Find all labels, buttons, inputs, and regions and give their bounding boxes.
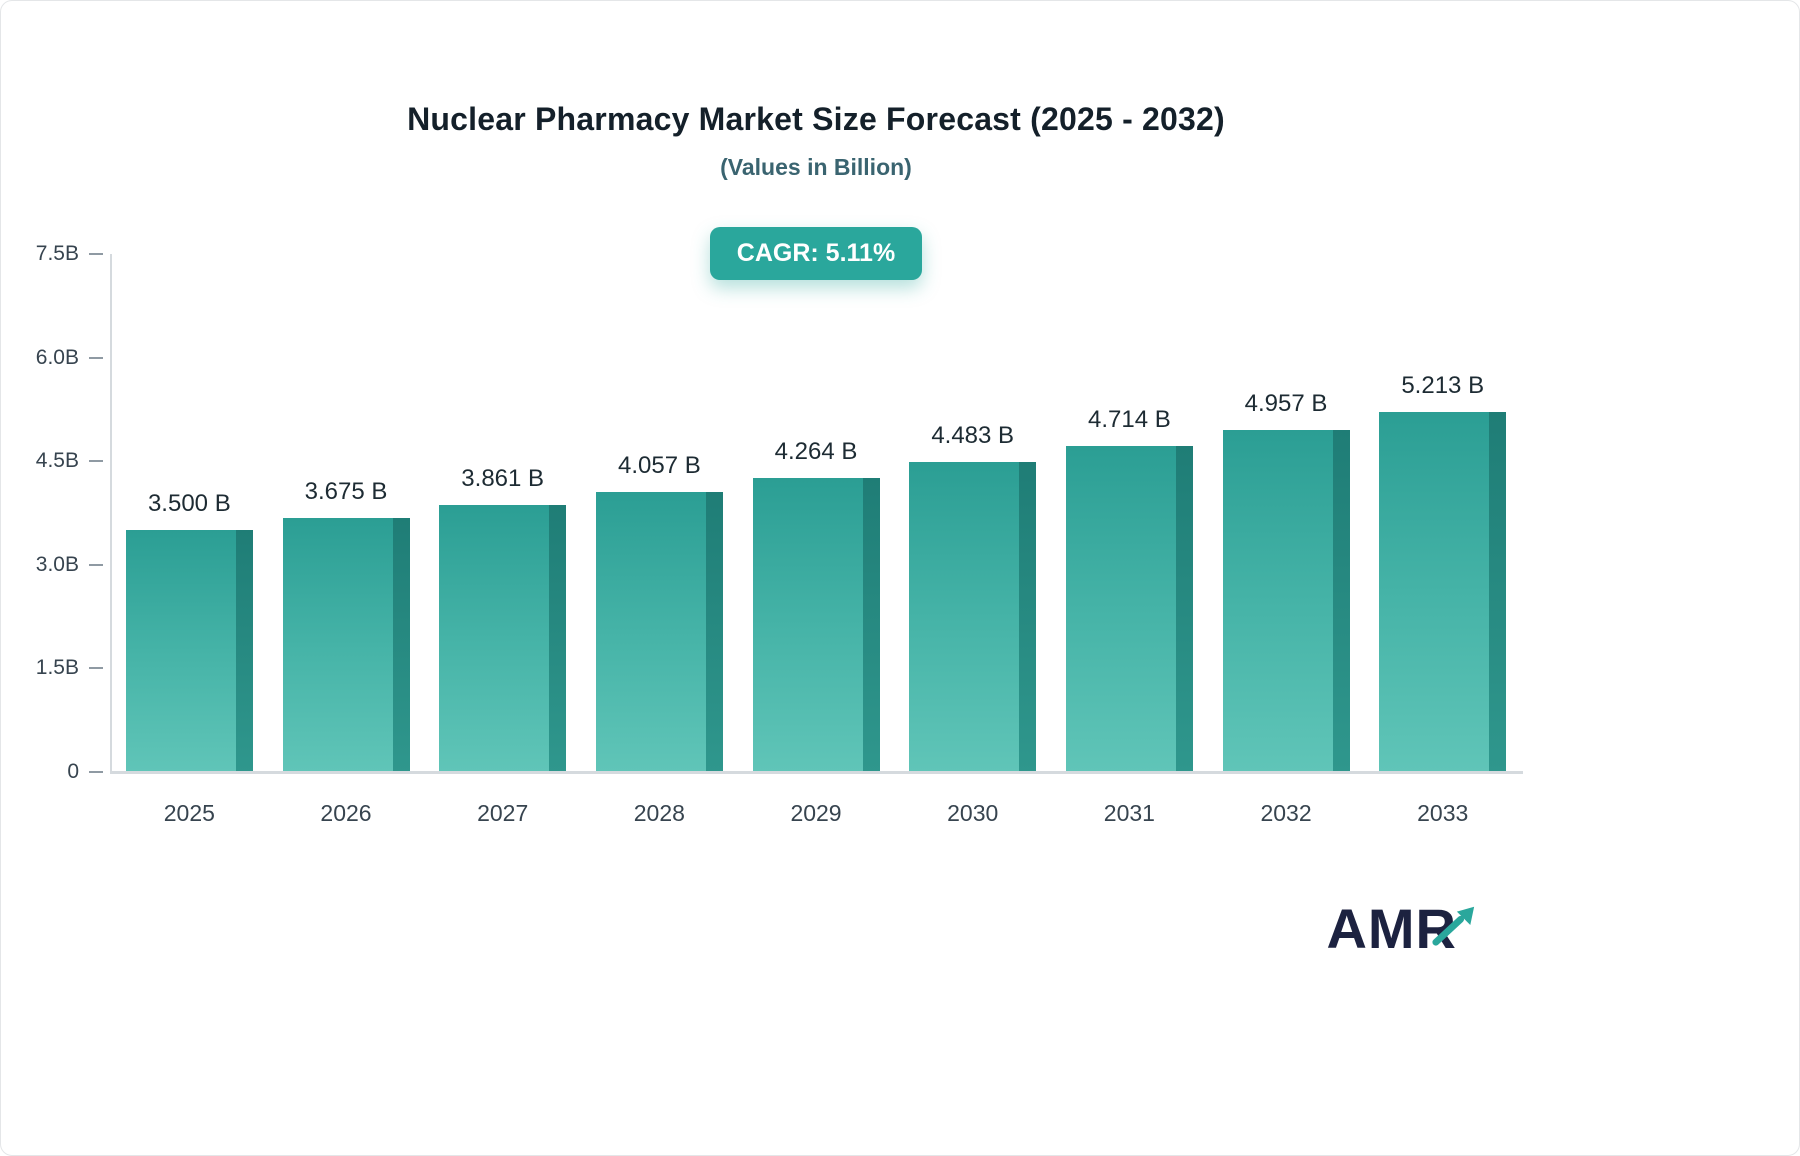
bar-value-label: 4.957 B xyxy=(1244,389,1328,417)
bar-slot: 4.264 B 2029 xyxy=(738,254,895,826)
bar-side-face xyxy=(705,491,723,772)
bar-side-face xyxy=(1019,462,1037,772)
bar-value-label: 4.483 B xyxy=(931,422,1015,450)
bar: 4.957 B xyxy=(1222,390,1350,772)
bar-side-face xyxy=(392,518,410,772)
y-tick: 6.0B xyxy=(36,346,103,370)
y-tick: 7.5B xyxy=(36,242,103,266)
bar-slot: 4.483 B 2030 xyxy=(894,254,1051,826)
bar-slot: 3.500 B 2025 xyxy=(111,254,268,826)
x-axis-label: 2026 xyxy=(320,800,372,826)
x-axis-label: 2028 xyxy=(633,800,685,826)
y-tick-mark xyxy=(89,563,103,566)
y-tick: 0 xyxy=(67,760,103,784)
bar: 4.057 B xyxy=(595,452,723,772)
y-tick-label: 1.5B xyxy=(35,656,79,680)
bar-slot: 4.714 B 2031 xyxy=(1051,254,1208,826)
plot-area: 3.500 B 2025 3.675 B 2026 3.861 B 2027 4.057 B… xyxy=(111,254,1521,826)
x-axis-label: 2033 xyxy=(1417,800,1469,826)
bar-side-face xyxy=(549,505,567,772)
y-tick-mark xyxy=(89,356,103,359)
bar-value-label: 3.861 B xyxy=(461,465,545,493)
x-axis-label: 2027 xyxy=(477,800,529,826)
logo: AMR xyxy=(1326,896,1477,961)
bar-front-face xyxy=(752,477,863,772)
bar-front-face xyxy=(909,462,1020,772)
y-tick-label: 4.5B xyxy=(35,449,79,473)
logo-text: AMR xyxy=(1326,897,1457,960)
x-axis-label: 2031 xyxy=(1103,800,1155,826)
y-tick-mark xyxy=(89,460,103,463)
x-axis-label: 2025 xyxy=(163,800,215,826)
bar-side-face xyxy=(1332,429,1350,772)
bar-front-face xyxy=(1065,446,1176,772)
bar: 3.675 B xyxy=(282,478,410,772)
y-tick-label: 6.0B xyxy=(35,345,79,369)
bar: 4.714 B xyxy=(1065,406,1193,772)
chart-subtitle: (Values in Billion) xyxy=(720,154,912,180)
y-axis-line xyxy=(110,254,112,772)
bar-value-label: 3.500 B xyxy=(147,490,231,518)
bar-slot: 4.957 B 2032 xyxy=(1208,254,1365,826)
bar: 3.861 B xyxy=(439,465,567,772)
bar-slot: 3.675 B 2026 xyxy=(268,254,425,826)
bar-front-face xyxy=(439,505,550,772)
cagr-badge: CAGR: 5.11% xyxy=(709,227,923,280)
y-tick-mark xyxy=(89,253,103,255)
bar-value-label: 5.213 B xyxy=(1401,371,1485,399)
badge-row: CAGR: 5.11% xyxy=(1,227,1631,280)
y-tick: 4.5B xyxy=(36,449,103,473)
bar-side-face xyxy=(1175,446,1193,772)
y-tick-mark xyxy=(89,771,103,773)
bar-value-label: 3.675 B xyxy=(304,478,388,506)
x-axis-label: 2032 xyxy=(1260,800,1312,826)
bar-front-face xyxy=(1222,429,1333,772)
bar: 4.264 B xyxy=(752,438,880,772)
bar-value-label: 4.714 B xyxy=(1087,406,1171,434)
bar-slot: 5.213 B 2033 xyxy=(1364,254,1521,826)
chart-title: Nuclear Pharmacy Market Size Forecast (2… xyxy=(407,101,1225,137)
bar-front-face xyxy=(595,491,706,772)
bar-front-face xyxy=(1379,411,1490,772)
y-tick: 3.0B xyxy=(36,553,103,577)
y-tick-label: 7.5B xyxy=(35,242,79,265)
bar-value-label: 4.057 B xyxy=(617,451,701,479)
x-axis-label: 2029 xyxy=(790,800,842,826)
bar: 3.500 B xyxy=(125,490,253,772)
bar: 4.483 B xyxy=(909,422,1037,772)
y-tick: 1.5B xyxy=(36,656,103,680)
bar-value-label: 4.264 B xyxy=(774,437,858,465)
bar-side-face xyxy=(862,477,880,772)
chart-header: Nuclear Pharmacy Market Size Forecast (2… xyxy=(1,1,1631,280)
x-axis-line xyxy=(110,771,1523,774)
y-axis: 0 1.5B 3.0B 4.5B 6.0B 7.5B xyxy=(1,242,103,783)
y-tick-mark xyxy=(89,667,103,670)
y-tick-label: 3.0B xyxy=(35,552,79,576)
bar-side-face xyxy=(235,530,253,772)
bar-slot: 4.057 B 2028 xyxy=(581,254,738,826)
y-tick-label: 0 xyxy=(67,760,79,783)
x-axis-label: 2030 xyxy=(947,800,999,826)
bar: 5.213 B xyxy=(1379,372,1507,772)
bar-front-face xyxy=(282,518,393,772)
bar-front-face xyxy=(125,530,236,772)
growth-arrow-icon xyxy=(1432,906,1475,946)
bar-slot: 3.861 B 2027 xyxy=(424,254,581,826)
bar-side-face xyxy=(1489,411,1507,772)
